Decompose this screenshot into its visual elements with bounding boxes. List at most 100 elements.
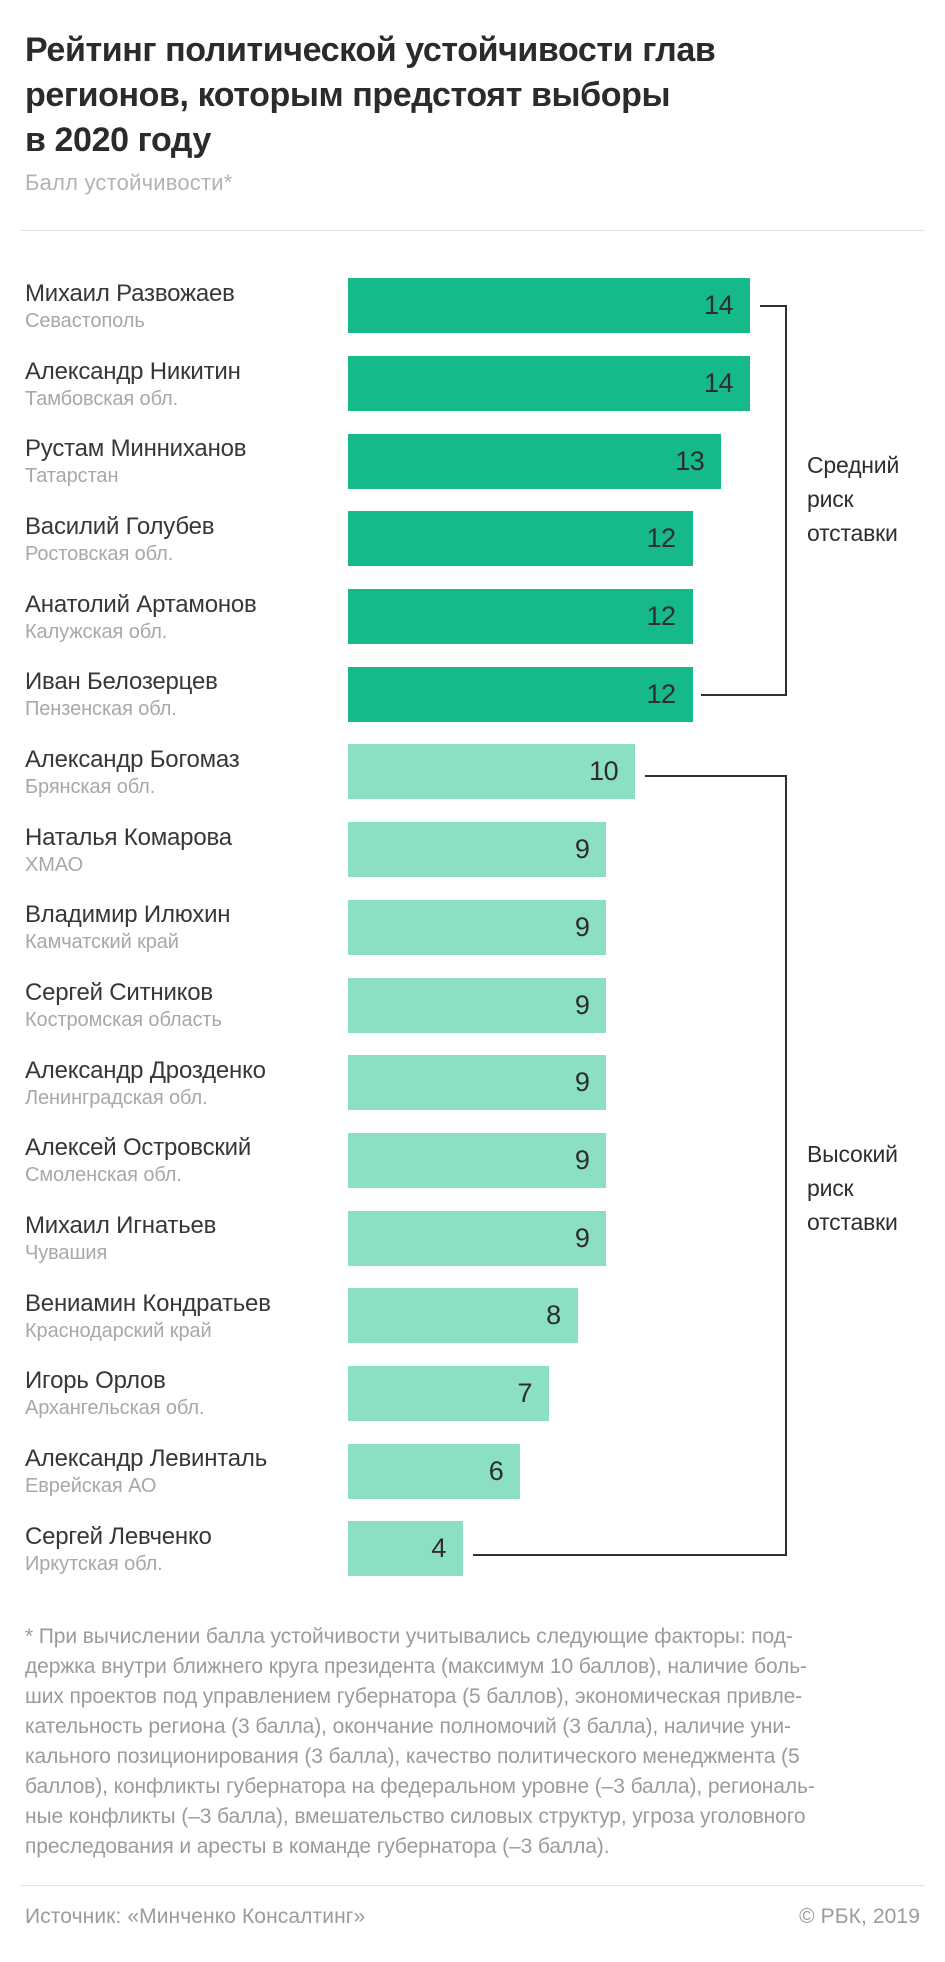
bar-area: 12	[348, 589, 750, 645]
row-label: Владимир Илюхин Камчатский край	[25, 898, 348, 956]
score-value: 7	[517, 1377, 532, 1408]
chart-row: Александр Богомаз Брянская обл. 10	[25, 733, 945, 811]
bar-area: 12	[348, 666, 750, 722]
high-risk-bracket-vertical-line	[785, 775, 787, 1556]
row-label: Александр Никитин Тамбовская обл.	[25, 355, 348, 413]
region-name: Калужская обл.	[25, 620, 168, 643]
score-value: 9	[574, 1067, 590, 1098]
footnote-line: ные конфликты (–3 балла), вмешательство …	[25, 1805, 806, 1828]
score-bar: 9	[348, 822, 607, 878]
medium-risk-bracket-top-line	[760, 305, 787, 307]
score-value: 9	[574, 1144, 590, 1175]
bar-area: 9	[348, 977, 750, 1033]
score-bar: 14	[348, 356, 750, 412]
score-bar: 12	[348, 589, 693, 645]
copyright: © РБК, 2019	[799, 1905, 920, 1928]
bar-chart: Михаил Развожаев Севастополь 14 Александ…	[25, 267, 945, 1588]
governor-name: Михаил Игнатьев	[25, 1212, 217, 1240]
row-label: Михаил Игнатьев Чувашия	[25, 1209, 348, 1267]
score-bar: 12	[348, 666, 693, 722]
bar-area: 13	[348, 433, 750, 489]
governor-name: Сергей Ситников	[25, 979, 213, 1007]
page-title-line-1: Рейтинг политической устойчивости глав	[25, 31, 716, 69]
bar-area: 14	[348, 356, 750, 412]
score-bar: 9	[348, 1210, 607, 1266]
medium-risk-label: Средний риск отставки	[807, 452, 900, 546]
high-risk-bracket-top-line	[645, 775, 787, 777]
region-name: Иркутская обл.	[25, 1552, 163, 1575]
score-value: 12	[646, 523, 677, 554]
score-value: 9	[574, 834, 590, 865]
footnote-line: * При вычислении балла устойчивости учит…	[25, 1625, 793, 1648]
score-bar: 14	[348, 278, 750, 334]
governor-name: Иван Белозерцев	[25, 668, 218, 696]
score-value: 9	[574, 1222, 590, 1253]
chart-row: Алексей Островский Смоленская обл. 9	[25, 1122, 945, 1200]
page-title: Рейтинг политической устойчивости глав р…	[25, 28, 885, 163]
governor-name: Александр Левинталь	[25, 1445, 268, 1473]
bar-area: 9	[348, 899, 750, 955]
score-value: 13	[675, 445, 705, 476]
score-bar: 13	[348, 433, 722, 489]
score-value: 12	[646, 678, 677, 709]
page-footer: Источник: «Минченко Консалтинг» © РБК, 2…	[25, 1905, 920, 1929]
medium-risk-bracket-bottom-line	[701, 694, 785, 696]
governor-name: Михаил Развожаев	[25, 279, 235, 307]
row-label: Алексей Островский Смоленская обл.	[25, 1131, 348, 1189]
region-name: Архангельская обл.	[25, 1397, 205, 1420]
governor-name: Анатолий Артамонов	[25, 590, 257, 618]
page-title-line-2: регионов, которым предстоят выборы	[25, 76, 671, 114]
governor-name: Игорь Орлов	[25, 1367, 166, 1395]
score-bar: 6	[348, 1443, 521, 1499]
score-bar: 9	[348, 899, 607, 955]
governor-name: Александр Дрозденко	[25, 1056, 266, 1084]
footnote-line: ших проектов под управлением губернатора…	[25, 1685, 803, 1708]
governor-name: Алексей Островский	[25, 1134, 252, 1162]
medium-risk-bracket-vertical-line	[785, 305, 787, 696]
bar-area: 7	[348, 1365, 750, 1421]
governor-name: Наталья Комарова	[25, 823, 232, 851]
chart-row: Игорь Орлов Архангельская обл. 7	[25, 1355, 945, 1433]
bar-area: 9	[348, 1210, 750, 1266]
chart-row: Александр Никитин Тамбовская обл. 14	[25, 345, 945, 423]
high-risk-label: Высокий риск отставки	[807, 1141, 898, 1235]
governor-name: Василий Голубев	[25, 512, 215, 540]
score-value: 4	[431, 1533, 446, 1564]
score-value: 12	[646, 601, 677, 632]
score-bar: 9	[348, 1055, 607, 1111]
bar-area: 12	[348, 511, 750, 567]
bar-area: 4	[348, 1521, 750, 1577]
row-label: Александр Дрозденко Ленинградская обл.	[25, 1054, 348, 1112]
region-name: Брянская обл.	[25, 775, 156, 798]
governor-name: Рустам Минниханов	[25, 435, 247, 463]
region-name: Костромская область	[25, 1009, 222, 1032]
region-name: Смоленская обл.	[25, 1164, 182, 1187]
chart-row: Михаил Развожаев Севастополь 14	[25, 267, 945, 345]
chart-row: Владимир Илюхин Камчатский край 9	[25, 889, 945, 967]
bar-area: 6	[348, 1443, 750, 1499]
region-name: Краснодарский край	[25, 1319, 212, 1342]
header-divider	[20, 230, 925, 231]
chart-row: Анатолий Артамонов Калужская обл. 12	[25, 578, 945, 656]
score-value: 14	[703, 290, 734, 321]
footnote-line: кательность региона (3 балла), окончание…	[25, 1715, 791, 1738]
chart-row: Сергей Ситников Костромская область 9	[25, 966, 945, 1044]
high-risk-bracket-bottom-line	[473, 1554, 785, 1556]
bar-area: 10	[348, 744, 750, 800]
row-label: Сергей Ситников Костромская область	[25, 976, 348, 1034]
footer-divider	[20, 1885, 925, 1886]
row-label: Анатолий Артамонов Калужская обл.	[25, 588, 348, 646]
bar-area: 9	[348, 1132, 750, 1188]
bar-area: 14	[348, 278, 750, 334]
governor-name: Александр Богомаз	[25, 745, 240, 773]
chart-row: Василий Голубев Ростовская обл. 12	[25, 500, 945, 578]
bar-area: 8	[348, 1288, 750, 1344]
governor-name: Владимир Илюхин	[25, 901, 231, 929]
region-name: Тамбовская обл.	[25, 387, 179, 410]
governor-name: Вениамин Кондратьев	[25, 1289, 271, 1317]
score-bar: 9	[348, 1132, 607, 1188]
bar-area: 9	[348, 1055, 750, 1111]
row-label: Игорь Орлов Архангельская обл.	[25, 1364, 348, 1422]
score-value: 10	[589, 756, 619, 787]
